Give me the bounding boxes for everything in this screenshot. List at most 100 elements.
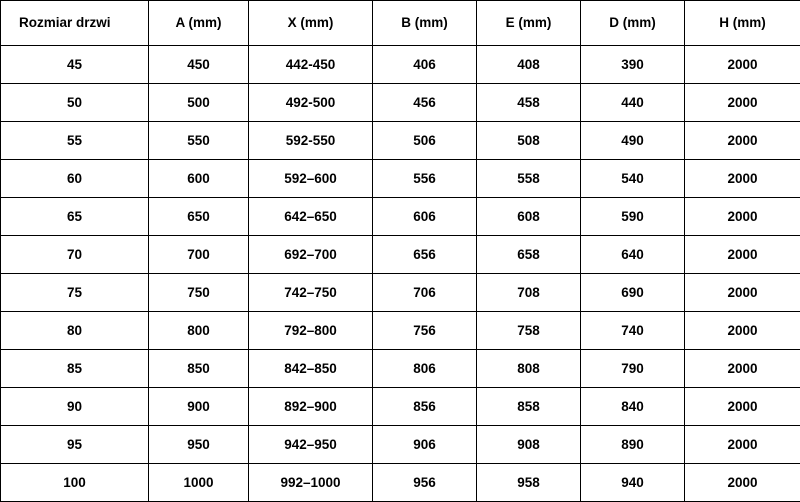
cell-h: 2000 xyxy=(685,350,800,388)
cell-e: 758 xyxy=(477,312,581,350)
cell-h: 2000 xyxy=(685,274,800,312)
cell-b: 856 xyxy=(373,388,477,426)
column-header-x: X (mm) xyxy=(249,1,373,46)
cell-a: 800 xyxy=(149,312,249,350)
cell-e: 558 xyxy=(477,160,581,198)
column-header-a: A (mm) xyxy=(149,1,249,46)
cell-b: 806 xyxy=(373,350,477,388)
cell-door-size: 85 xyxy=(1,350,149,388)
cell-e: 658 xyxy=(477,236,581,274)
cell-h: 2000 xyxy=(685,84,800,122)
cell-x: 842–850 xyxy=(249,350,373,388)
cell-x: 992–1000 xyxy=(249,464,373,502)
table-row: 50 500 492-500 456 458 440 2000 xyxy=(1,84,800,122)
cell-a: 500 xyxy=(149,84,249,122)
cell-d: 690 xyxy=(581,274,685,312)
cell-b: 756 xyxy=(373,312,477,350)
cell-door-size: 50 xyxy=(1,84,149,122)
cell-door-size: 65 xyxy=(1,198,149,236)
cell-h: 2000 xyxy=(685,312,800,350)
cell-b: 956 xyxy=(373,464,477,502)
cell-b: 606 xyxy=(373,198,477,236)
cell-e: 458 xyxy=(477,84,581,122)
cell-e: 858 xyxy=(477,388,581,426)
cell-d: 890 xyxy=(581,426,685,464)
cell-x: 592-550 xyxy=(249,122,373,160)
cell-d: 440 xyxy=(581,84,685,122)
table-row: 65 650 642–650 606 608 590 2000 xyxy=(1,198,800,236)
cell-h: 2000 xyxy=(685,236,800,274)
table-row: 70 700 692–700 656 658 640 2000 xyxy=(1,236,800,274)
cell-a: 650 xyxy=(149,198,249,236)
table-row: 55 550 592-550 506 508 490 2000 xyxy=(1,122,800,160)
cell-e: 608 xyxy=(477,198,581,236)
cell-h: 2000 xyxy=(685,160,800,198)
table-row: 80 800 792–800 756 758 740 2000 xyxy=(1,312,800,350)
cell-a: 1000 xyxy=(149,464,249,502)
cell-x: 792–800 xyxy=(249,312,373,350)
cell-d: 740 xyxy=(581,312,685,350)
column-header-h: H (mm) xyxy=(685,1,800,46)
cell-h: 2000 xyxy=(685,198,800,236)
table-row: 95 950 942–950 906 908 890 2000 xyxy=(1,426,800,464)
column-header-d: D (mm) xyxy=(581,1,685,46)
column-header-e: E (mm) xyxy=(477,1,581,46)
cell-h: 2000 xyxy=(685,46,800,84)
cell-door-size: 70 xyxy=(1,236,149,274)
cell-door-size: 60 xyxy=(1,160,149,198)
table-row: 60 600 592–600 556 558 540 2000 xyxy=(1,160,800,198)
cell-a: 750 xyxy=(149,274,249,312)
cell-x: 642–650 xyxy=(249,198,373,236)
cell-b: 506 xyxy=(373,122,477,160)
cell-d: 540 xyxy=(581,160,685,198)
cell-a: 850 xyxy=(149,350,249,388)
cell-b: 906 xyxy=(373,426,477,464)
cell-b: 456 xyxy=(373,84,477,122)
column-header-door-size: Rozmiar drzwi xyxy=(1,1,149,46)
cell-door-size: 95 xyxy=(1,426,149,464)
table-row: 90 900 892–900 856 858 840 2000 xyxy=(1,388,800,426)
cell-e: 958 xyxy=(477,464,581,502)
cell-h: 2000 xyxy=(685,426,800,464)
cell-x: 942–950 xyxy=(249,426,373,464)
table-body: 45 450 442-450 406 408 390 2000 50 500 4… xyxy=(1,46,800,502)
cell-h: 2000 xyxy=(685,388,800,426)
table-row: 85 850 842–850 806 808 790 2000 xyxy=(1,350,800,388)
cell-a: 700 xyxy=(149,236,249,274)
table-header: Rozmiar drzwi A (mm) X (mm) B (mm) E (mm… xyxy=(1,1,800,46)
cell-d: 790 xyxy=(581,350,685,388)
cell-x: 442-450 xyxy=(249,46,373,84)
cell-d: 840 xyxy=(581,388,685,426)
column-header-b: B (mm) xyxy=(373,1,477,46)
cell-h: 2000 xyxy=(685,122,800,160)
cell-d: 490 xyxy=(581,122,685,160)
cell-door-size: 55 xyxy=(1,122,149,160)
cell-x: 742–750 xyxy=(249,274,373,312)
cell-h: 2000 xyxy=(685,464,800,502)
cell-b: 706 xyxy=(373,274,477,312)
cell-d: 640 xyxy=(581,236,685,274)
cell-a: 900 xyxy=(149,388,249,426)
cell-x: 692–700 xyxy=(249,236,373,274)
cell-e: 808 xyxy=(477,350,581,388)
table-row: 75 750 742–750 706 708 690 2000 xyxy=(1,274,800,312)
cell-door-size: 100 xyxy=(1,464,149,502)
cell-d: 590 xyxy=(581,198,685,236)
cell-door-size: 45 xyxy=(1,46,149,84)
cell-d: 390 xyxy=(581,46,685,84)
cell-a: 450 xyxy=(149,46,249,84)
table-row: 100 1000 992–1000 956 958 940 2000 xyxy=(1,464,800,502)
cell-x: 892–900 xyxy=(249,388,373,426)
cell-door-size: 75 xyxy=(1,274,149,312)
cell-x: 592–600 xyxy=(249,160,373,198)
cell-door-size: 80 xyxy=(1,312,149,350)
cell-d: 940 xyxy=(581,464,685,502)
cell-a: 550 xyxy=(149,122,249,160)
cell-b: 556 xyxy=(373,160,477,198)
cell-b: 406 xyxy=(373,46,477,84)
cell-e: 908 xyxy=(477,426,581,464)
cell-e: 508 xyxy=(477,122,581,160)
cell-x: 492-500 xyxy=(249,84,373,122)
table-header-row: Rozmiar drzwi A (mm) X (mm) B (mm) E (mm… xyxy=(1,1,800,46)
